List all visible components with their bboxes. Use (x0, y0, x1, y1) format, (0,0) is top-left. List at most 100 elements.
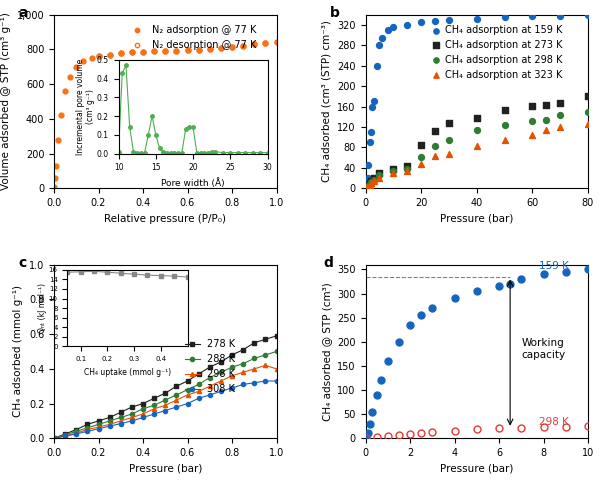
CH₄ adsorption at 273 K (444, 119, 454, 127)
CH₄ adsorption at 273 K (527, 102, 537, 110)
278 K (106, 414, 113, 420)
298 K (217, 378, 224, 384)
288 K (84, 425, 91, 431)
Line: 298 K: 298 K (52, 363, 278, 440)
N₂ desorption @ 77 K (173, 48, 180, 54)
CH₄ adsorption at 323 K (374, 174, 384, 182)
Legend: N₂ adsorption @ 77 K, N₂ desorption @ 77 K: N₂ adsorption @ 77 K, N₂ desorption @ 77… (125, 21, 260, 54)
N₂ adsorption @ 77 K (139, 49, 146, 55)
Y-axis label: CH₄ adsorbed (cm³ (STP) cm⁻³): CH₄ adsorbed (cm³ (STP) cm⁻³) (322, 20, 332, 182)
N₂ adsorption @ 77 K (184, 47, 191, 53)
308 K (273, 378, 280, 384)
308 K (95, 426, 102, 431)
CH₄ adsorption at 298 K (416, 153, 426, 161)
CH₄ adsorption at 323 K (444, 150, 454, 157)
N₂ adsorption @ 77 K (79, 58, 86, 64)
298 K (151, 406, 158, 412)
CH₄ adsorption at 323 K (369, 177, 379, 185)
CH₄ adsorption at 298 K (389, 168, 398, 175)
Legend: 278 K, 288 K, 298 K, 308 K: 278 K, 288 K, 298 K, 308 K (181, 336, 239, 398)
288 K (251, 356, 258, 361)
CH₄ adsorption at 273 K (583, 93, 593, 100)
278 K (195, 371, 202, 377)
298 K (106, 421, 113, 427)
308 K (173, 404, 180, 410)
288 K (273, 349, 280, 355)
278 K (229, 352, 236, 358)
288 K (184, 387, 191, 393)
288 K (62, 432, 69, 438)
CH₄ adsorption at 298 K (527, 117, 537, 125)
N₂ adsorption @ 77 K (173, 48, 180, 54)
X-axis label: Relative pressure (P/P₀): Relative pressure (P/P₀) (104, 213, 226, 224)
298 K (117, 418, 124, 424)
N₂ adsorption @ 77 K (151, 49, 158, 55)
CH₄ adsorption at 159 K (365, 138, 374, 146)
298 K (239, 370, 247, 375)
Y-axis label: Volume adsorbed @ STP (cm³ g⁻¹): Volume adsorbed @ STP (cm³ g⁻¹) (1, 13, 11, 190)
298 K (262, 362, 269, 368)
N₂ adsorption @ 77 K (262, 40, 269, 46)
CH₄ adsorption at 323 K (416, 160, 426, 168)
CH₄ adsorption at 159 K (374, 41, 384, 49)
308 K (195, 395, 202, 401)
CH₄ adsorption at 298 K (369, 176, 379, 184)
298 K (62, 433, 69, 439)
CH₄ adsorption at 273 K (541, 101, 551, 109)
CH₄ adsorption at 298 K (361, 184, 371, 192)
CH₄ adsorption at 273 K (472, 114, 482, 122)
Line: 288 K: 288 K (52, 349, 278, 440)
CH₄ adsorption at 273 K (556, 99, 565, 107)
N₂ adsorption @ 77 K (229, 44, 236, 50)
278 K (262, 337, 269, 342)
288 K (106, 418, 113, 424)
278 K (117, 410, 124, 415)
CH₄ adsorption at 298 K (430, 142, 440, 150)
CH₄ adsorption at 323 K (541, 126, 551, 134)
Y-axis label: CH₄ adsorbed @ STP (cm³): CH₄ adsorbed @ STP (cm³) (322, 282, 332, 421)
298 K (128, 414, 136, 420)
CH₄ adsorption at 273 K (365, 179, 374, 187)
278 K (151, 395, 158, 401)
N₂ desorption @ 77 K (229, 44, 236, 50)
278 K (217, 359, 224, 365)
288 K (195, 381, 202, 387)
Text: a: a (19, 6, 28, 20)
CH₄ adsorption at 159 K (389, 23, 398, 31)
N₂ adsorption @ 77 K (57, 112, 64, 118)
288 K (73, 429, 80, 434)
308 K (139, 414, 146, 420)
N₂ adsorption @ 77 K (50, 184, 58, 189)
N₂ desorption @ 77 K (95, 54, 102, 59)
CH₄ adsorption at 159 K (368, 103, 377, 111)
N₂ desorption @ 77 K (239, 43, 247, 49)
CH₄ adsorption at 273 K (364, 181, 373, 189)
N₂ desorption @ 77 K (262, 40, 269, 46)
278 K (73, 427, 80, 432)
CH₄ adsorption at 323 K (364, 183, 373, 190)
298 K (229, 373, 236, 379)
CH₄ adsorption at 298 K (556, 112, 565, 119)
CH₄ adsorption at 273 K (362, 183, 371, 190)
CH₄ adsorption at 323 K (389, 169, 398, 177)
N₂ desorption @ 77 K (195, 47, 202, 53)
N₂ adsorption @ 77 K (106, 52, 113, 57)
Text: d: d (323, 256, 333, 270)
288 K (217, 370, 224, 375)
N₂ desorption @ 77 K (273, 38, 280, 44)
CH₄ adsorption at 298 K (362, 183, 371, 191)
Text: 159 K: 159 K (539, 261, 569, 270)
298 K (173, 397, 180, 403)
288 K (95, 421, 102, 427)
278 K (206, 364, 214, 370)
Line: N₂ adsorption @ 77 K: N₂ adsorption @ 77 K (52, 39, 279, 189)
N₂ adsorption @ 77 K (55, 137, 62, 143)
N₂ adsorption @ 77 K (239, 43, 247, 49)
CH₄ adsorption at 159 K (430, 17, 440, 25)
CH₄ adsorption at 323 K (500, 136, 509, 144)
CH₄ adsorption at 159 K (364, 161, 373, 169)
308 K (117, 421, 124, 427)
CH₄ adsorption at 298 K (500, 121, 509, 129)
CH₄ adsorption at 159 K (361, 183, 371, 190)
308 K (161, 408, 169, 413)
